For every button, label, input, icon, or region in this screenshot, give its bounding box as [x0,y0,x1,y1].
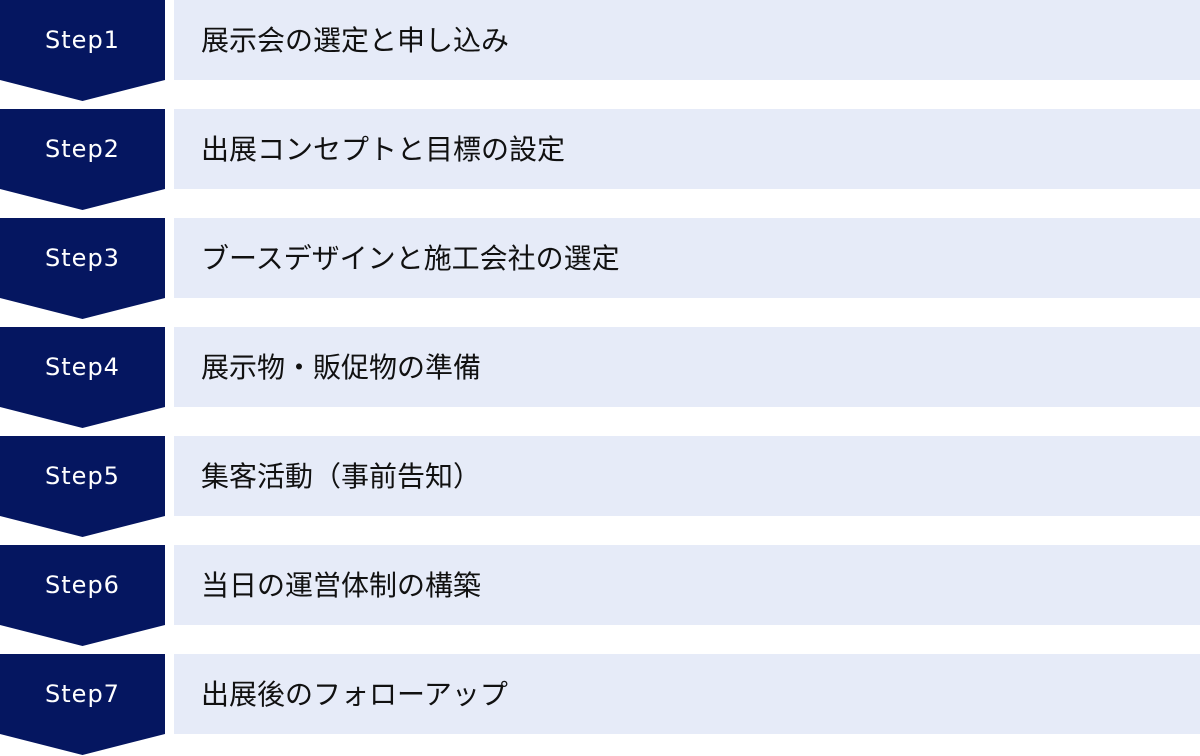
step-badge: Step5 [0,436,165,537]
step-badge: Step6 [0,545,165,646]
step-text: 出展コンセプトと目標の設定 [201,133,566,166]
step-badge: Step4 [0,327,165,428]
step-bar: 展示会の選定と申し込み [174,0,1200,80]
step-label: Step2 [45,135,120,163]
step-badge: Step7 [0,654,165,755]
step-row: Step3 ブースデザインと施工会社の選定 [0,218,1200,319]
step-row: Step1 展示会の選定と申し込み [0,0,1200,101]
step-text: 当日の運営体制の構築 [201,569,482,602]
step-row: Step2 出展コンセプトと目標の設定 [0,109,1200,210]
step-text: ブースデザインと施工会社の選定 [201,242,620,275]
step-text: 集客活動（事前告知） [201,460,482,493]
step-text: 展示物・販促物の準備 [201,351,482,384]
step-label: Step4 [45,353,120,381]
step-bar: 集客活動（事前告知） [174,436,1200,516]
step-bar: 出展後のフォローアップ [174,654,1200,734]
step-label: Step5 [45,462,120,490]
step-bar: ブースデザインと施工会社の選定 [174,218,1200,298]
step-badge: Step2 [0,109,165,210]
step-row: Step6 当日の運営体制の構築 [0,545,1200,646]
step-bar: 当日の運営体制の構築 [174,545,1200,625]
step-row: Step4 展示物・販促物の準備 [0,327,1200,428]
step-row: Step5 集客活動（事前告知） [0,436,1200,537]
step-label: Step3 [45,244,120,272]
step-bar: 出展コンセプトと目標の設定 [174,109,1200,189]
step-badge: Step3 [0,218,165,319]
step-text: 出展後のフォローアップ [201,678,508,711]
step-badge: Step1 [0,0,165,101]
step-bar: 展示物・販促物の準備 [174,327,1200,407]
step-label: Step6 [45,571,120,599]
step-row: Step7 出展後のフォローアップ [0,654,1200,755]
step-label: Step7 [45,680,120,708]
step-label: Step1 [45,26,120,54]
step-text: 展示会の選定と申し込み [201,24,510,57]
